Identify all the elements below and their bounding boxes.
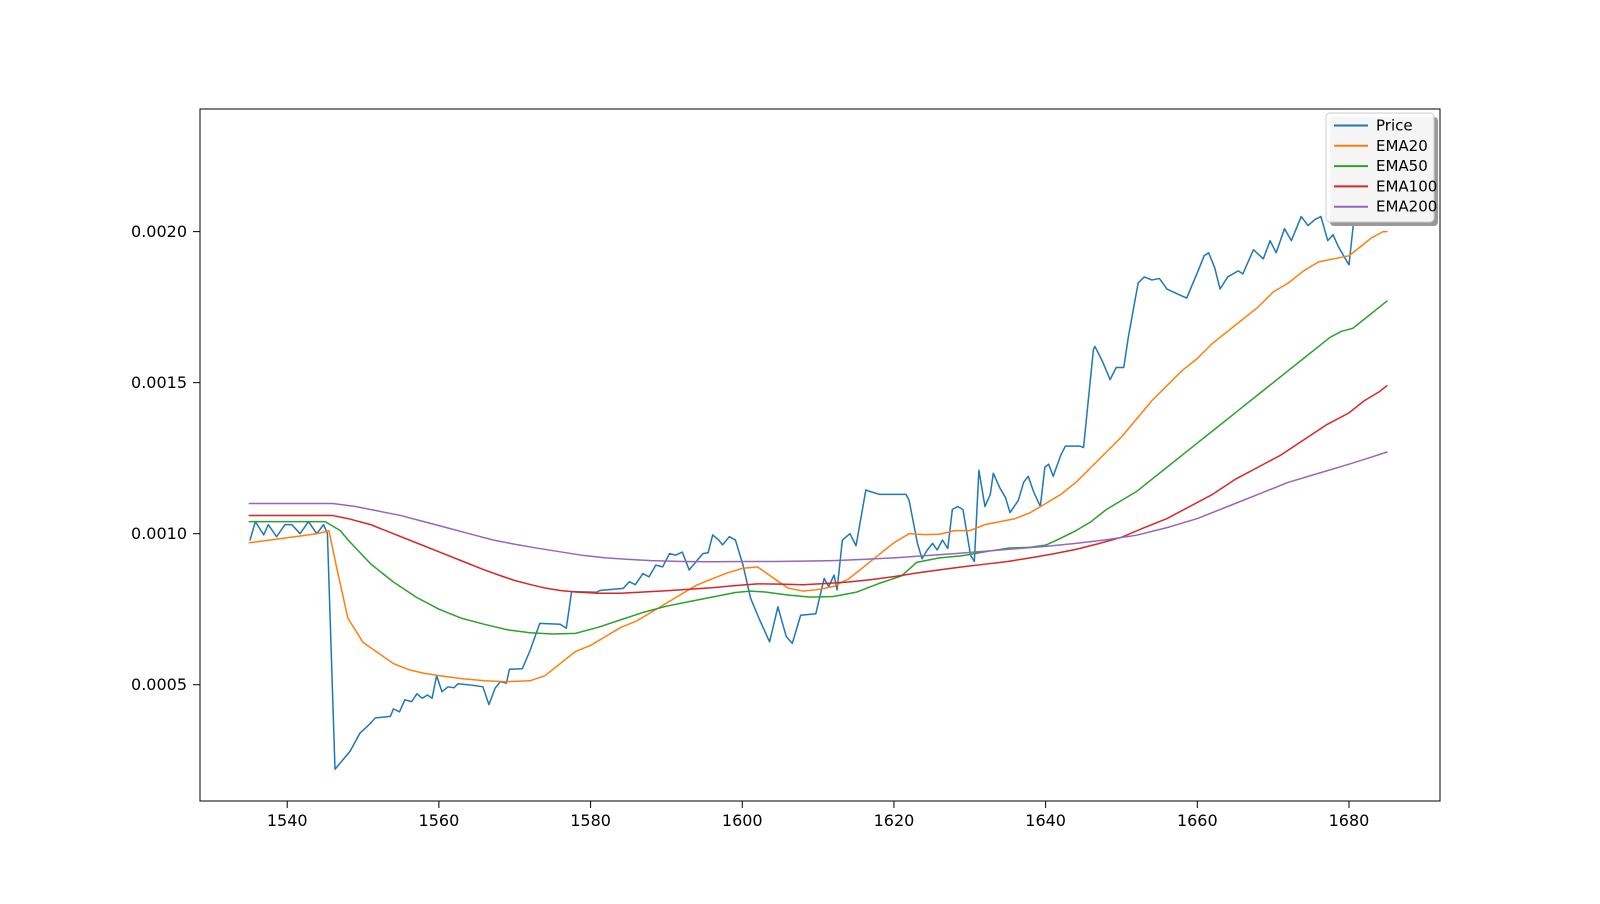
series-line-ema200	[248, 451, 1388, 563]
legend-label-ema100: EMA100	[1376, 177, 1437, 195]
x-tick-label: 1560	[419, 811, 460, 830]
legend-label-ema50: EMA50	[1376, 157, 1428, 175]
legend-box	[1325, 112, 1435, 223]
x-tick-label: 1640	[1025, 811, 1066, 830]
legend-label-price: Price	[1376, 117, 1413, 135]
y-tick-label: 0.0005	[131, 675, 187, 694]
y-tick-label: 0.0020	[131, 222, 187, 241]
series-line-ema20	[248, 230, 1388, 683]
x-tick-label: 1540	[267, 811, 308, 830]
legend-label-ema200: EMA200	[1376, 198, 1437, 216]
legend-label-ema20: EMA20	[1376, 137, 1428, 155]
y-tick-label: 0.0015	[131, 373, 187, 392]
series-line-ema100	[248, 384, 1388, 594]
x-tick-label: 1680	[1329, 811, 1370, 830]
plot-area	[199, 108, 1441, 802]
x-tick-label: 1600	[722, 811, 763, 830]
x-tick-label: 1660	[1177, 811, 1218, 830]
x-tick-label: 1620	[874, 811, 915, 830]
x-tick-label: 1580	[570, 811, 611, 830]
y-tick-label: 0.0010	[131, 524, 187, 543]
series-line-price	[249, 215, 1355, 771]
series-line-ema50	[248, 300, 1388, 635]
